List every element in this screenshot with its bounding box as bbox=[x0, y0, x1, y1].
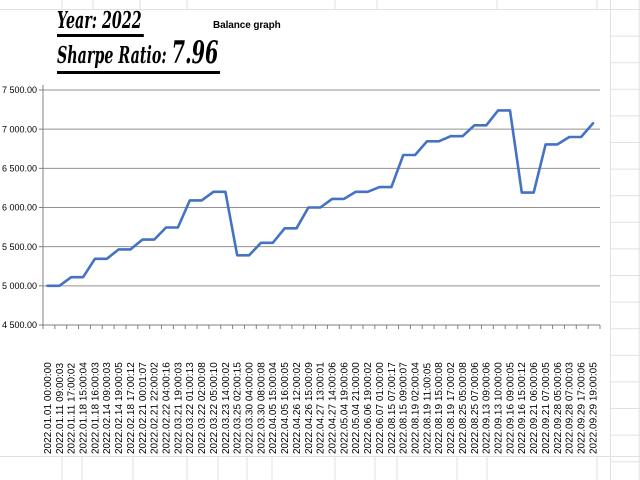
x-axis-tick-label: 2022.01.11 09:00:03 bbox=[55, 363, 66, 454]
x-axis-tick-label: 2022.09.13 10:00:00 bbox=[494, 362, 505, 454]
y-axis-tick-label: 5 000.00 bbox=[2, 281, 37, 291]
x-axis-tick-label: 2022.02.18 17:00:12 bbox=[126, 362, 137, 454]
x-axis-tick-label: 2022.06.06 19:00:02 bbox=[363, 362, 374, 454]
x-axis-tick-label: 2022.02.21 22:00:02 bbox=[150, 362, 161, 454]
x-axis-tick-label: 2022.04.26 15:00:09 bbox=[304, 362, 315, 454]
x-axis-tick-label: 2022.09.21 07:00:05 bbox=[541, 362, 552, 454]
x-axis-tick-label: 2022.08.25 07:00:06 bbox=[470, 362, 481, 454]
x-axis-tick-label: 2022.09.16 15:00:12 bbox=[517, 362, 528, 454]
x-axis-tick-label: 2022.03.22 05:00:10 bbox=[209, 362, 220, 454]
x-axis-tick-label: 2022.08.25 05:00:08 bbox=[458, 362, 469, 454]
x-axis-tick-label: 2022.08.19 17:00:02 bbox=[446, 362, 457, 454]
x-axis-tick-label: 2022.03.25 02:00:15 bbox=[233, 362, 244, 454]
sharpe-ratio-label: Sharpe Ratio: bbox=[57, 42, 167, 69]
x-axis-tick-label: 2022.08.15 09:00:07 bbox=[399, 362, 410, 454]
x-axis-tick-label: 2022.05.04 21:00:00 bbox=[351, 362, 362, 454]
x-axis-tick-label: 2022.03.21 19:00:03 bbox=[173, 362, 184, 454]
chart-title: Balance graph bbox=[213, 20, 281, 31]
x-axis-tick-label: 2022.02.14 19:00:05 bbox=[114, 362, 125, 454]
x-axis-tick-label: 2022.08.19 15:00:08 bbox=[434, 362, 445, 454]
x-axis-tick-label: 2022.08.15 07:00:17 bbox=[387, 362, 398, 454]
x-axis-tick-label: 2022.09.21 06:00:06 bbox=[529, 362, 540, 454]
year-title: Year: 2022 bbox=[57, 9, 144, 37]
x-axis-tick-label: 2022.09.13 09:00:06 bbox=[482, 362, 493, 454]
x-axis-tick-label: 2022.03.30 04:00:00 bbox=[244, 362, 255, 454]
x-axis-tick-label: 2022.09.28 07:00:03 bbox=[565, 362, 576, 454]
x-axis-tick-label: 2022.04.27 14:00:06 bbox=[328, 362, 339, 454]
x-axis-tick-label: 2022.05.04 19:00:06 bbox=[339, 362, 350, 454]
x-axis-tick-label: 2022.09.29 17:00:06 bbox=[577, 362, 588, 454]
y-axis-tick-label: 4 500.00 bbox=[2, 320, 37, 330]
x-axis-tick-label: 2022.09.29 19:00:05 bbox=[588, 362, 599, 454]
x-axis-tick-label: 2022.09.28 05:00:06 bbox=[553, 362, 564, 454]
y-axis-tick-label: 6 000.00 bbox=[2, 203, 37, 213]
x-axis-tick-label: 2022.08.19 02:00:04 bbox=[411, 362, 422, 454]
y-axis-tick-label: 7 500.00 bbox=[2, 85, 37, 95]
y-axis-tick-label: 7 000.00 bbox=[2, 124, 37, 134]
x-axis-tick-label: 2022.08.19 11:00:05 bbox=[422, 363, 433, 454]
x-axis-tick-label: 2022.04.26 12:00:02 bbox=[292, 362, 303, 454]
x-axis-tick-label: 2022.03.30 08:00:08 bbox=[256, 362, 267, 454]
x-axis-tick-label: 2022.01.18 16:00:03 bbox=[90, 362, 101, 454]
y-axis-tick-label: 5 500.00 bbox=[2, 242, 37, 252]
x-axis-tick-label: 2022.04.27 13:00:01 bbox=[316, 362, 327, 454]
x-axis-tick-label: 2022.04.05 15:00:04 bbox=[268, 362, 279, 454]
sharpe-ratio-value: 7.96 bbox=[171, 35, 219, 71]
x-axis-tick-label: 2022.01.18 15:00:04 bbox=[78, 362, 89, 454]
balance-series-line bbox=[46, 109, 595, 288]
x-axis-tick-label: 2022.02.14 09:00:03 bbox=[102, 362, 113, 454]
y-axis-tick-label: 6 500.00 bbox=[2, 164, 37, 174]
x-axis-tick-label: 2022.03.22 02:00:08 bbox=[197, 362, 208, 454]
sharpe-ratio-title: Sharpe Ratio: 7.96 bbox=[57, 35, 221, 74]
x-axis-tick-label: 2022.02.21 00:01:07 bbox=[138, 362, 149, 454]
x-axis-tick-label: 2022.01.11 17:00:02 bbox=[67, 363, 78, 454]
x-axis-tick-label: 2022.03.23 14:00:02 bbox=[221, 362, 232, 454]
x-axis-tick-label: 2022.03.22 01:00:13 bbox=[185, 362, 196, 454]
x-axis-tick-label: 2022.04.05 16:00:05 bbox=[280, 362, 291, 454]
x-axis-tick-label: 2022.01.01 00:00:00 bbox=[43, 362, 54, 454]
x-axis-tick-label: 2022.06.07 01:00:00 bbox=[375, 362, 386, 454]
x-axis-tick-label: 2022.09.16 09:00:05 bbox=[505, 362, 516, 454]
x-axis-tick-label: 2022.02.22 04:00:16 bbox=[161, 362, 172, 454]
